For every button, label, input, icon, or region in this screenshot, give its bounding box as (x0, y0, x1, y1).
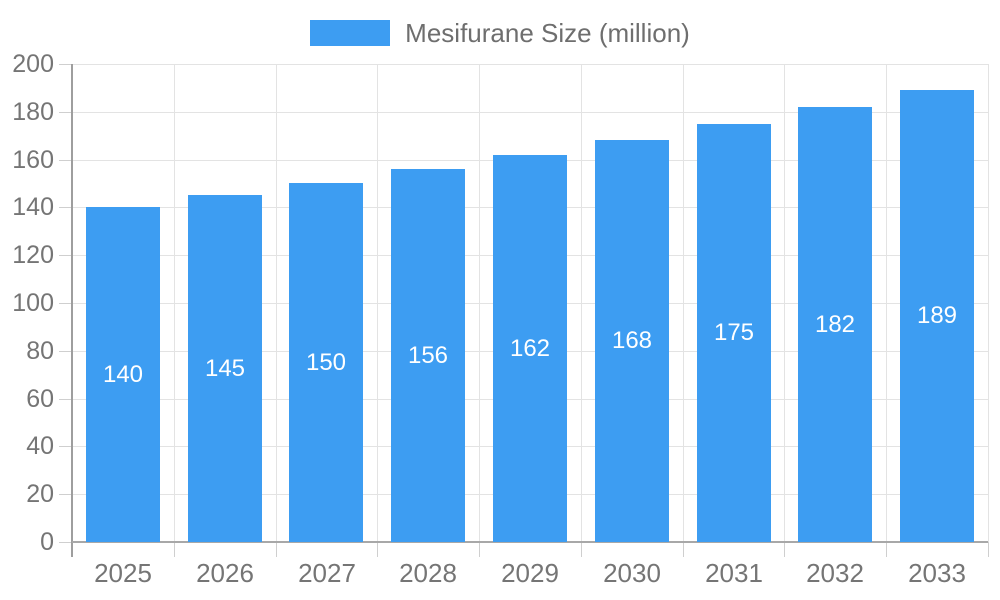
y-axis-label: 80 (26, 337, 54, 365)
bar-value-label: 162 (509, 334, 551, 362)
bar-value-label: 145 (204, 354, 246, 382)
y-axis-label: 160 (12, 146, 54, 174)
y-axis-tick (59, 303, 72, 304)
y-axis-label: 140 (12, 193, 54, 221)
x-axis-label: 2030 (603, 558, 661, 588)
x-axis-tick (479, 542, 480, 557)
bar[interactable]: 189 (900, 90, 974, 542)
x-axis-tick (174, 542, 175, 557)
y-axis-label: 0 (40, 528, 54, 556)
gridline-horizontal (72, 112, 988, 113)
x-axis-label: 2025 (94, 558, 152, 588)
x-axis-label: 2028 (399, 558, 457, 588)
gridline-vertical (276, 64, 277, 542)
gridline-vertical (581, 64, 582, 542)
bar-value-label: 168 (611, 327, 653, 354)
y-axis-label: 200 (12, 50, 54, 78)
bar[interactable]: 175 (697, 124, 771, 542)
bar-value-label: 140 (102, 360, 144, 388)
gridline-vertical (683, 64, 684, 542)
bar[interactable]: 182 (798, 107, 872, 542)
bar[interactable]: 140 (86, 207, 160, 542)
gridline-vertical (886, 64, 887, 542)
gridline-vertical (479, 64, 480, 542)
x-axis-line (72, 541, 988, 543)
y-axis-tick (59, 64, 72, 65)
bar[interactable]: 150 (289, 183, 363, 542)
y-axis-label: 120 (12, 241, 54, 269)
x-axis-tick (988, 542, 989, 557)
y-axis-line (71, 64, 73, 557)
y-axis-tick (59, 207, 72, 208)
bar-value-label: 182 (814, 310, 856, 338)
bar[interactable]: 145 (188, 195, 262, 542)
bar[interactable]: 156 (391, 169, 465, 542)
y-axis-tick (59, 160, 72, 161)
bar-value-label: 150 (305, 348, 347, 376)
gridline-vertical (377, 64, 378, 542)
legend-label: Mesifurane Size (million) (405, 17, 690, 48)
x-axis-tick (276, 542, 277, 557)
y-axis-tick (59, 351, 72, 352)
y-axis-tick (59, 112, 72, 113)
y-axis-label: 60 (26, 385, 54, 413)
bar-value-label: 156 (407, 341, 449, 369)
x-axis-label: 2033 (908, 558, 966, 588)
bar[interactable]: 168 (595, 140, 669, 542)
y-axis-tick (59, 255, 72, 256)
x-axis-tick (377, 542, 378, 557)
gridline-vertical (988, 64, 989, 542)
y-axis-tick (59, 542, 72, 543)
gridline-horizontal (72, 64, 988, 65)
y-axis-label: 40 (26, 432, 54, 460)
y-axis-tick (59, 446, 72, 447)
gridline-vertical (784, 64, 785, 542)
x-axis-label: 2032 (806, 558, 864, 588)
x-axis-tick (581, 542, 582, 557)
y-axis-label: 20 (26, 480, 54, 508)
x-axis-label: 2026 (196, 558, 254, 588)
y-axis-tick (59, 494, 72, 495)
y-axis-label: 100 (12, 289, 54, 317)
x-axis-tick (784, 542, 785, 557)
gridline-vertical (174, 64, 175, 542)
x-axis-label: 2031 (705, 558, 763, 588)
y-axis-tick (59, 399, 72, 400)
x-axis-label: 2027 (298, 558, 356, 588)
x-axis-label: 2029 (501, 558, 559, 588)
bar-value-label: 175 (713, 319, 755, 346)
bar-value-label: 189 (916, 302, 958, 329)
bar[interactable]: 162 (493, 155, 567, 542)
y-axis-label: 180 (12, 98, 54, 126)
x-axis-tick (886, 542, 887, 557)
legend-swatch-icon (310, 20, 391, 46)
x-axis-tick (683, 542, 684, 557)
legend[interactable]: Mesifurane Size (million) (0, 14, 1000, 52)
